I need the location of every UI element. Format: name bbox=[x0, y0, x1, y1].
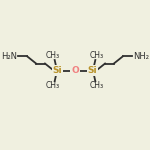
Text: NH₂: NH₂ bbox=[133, 52, 149, 61]
Text: CH₃: CH₃ bbox=[90, 81, 104, 90]
Text: O: O bbox=[71, 66, 79, 75]
Text: CH₃: CH₃ bbox=[46, 51, 60, 60]
Text: Si: Si bbox=[88, 66, 98, 75]
Text: CH₃: CH₃ bbox=[46, 81, 60, 90]
Text: H₂N: H₂N bbox=[1, 52, 17, 61]
Text: Si: Si bbox=[52, 66, 62, 75]
Text: CH₃: CH₃ bbox=[90, 51, 104, 60]
